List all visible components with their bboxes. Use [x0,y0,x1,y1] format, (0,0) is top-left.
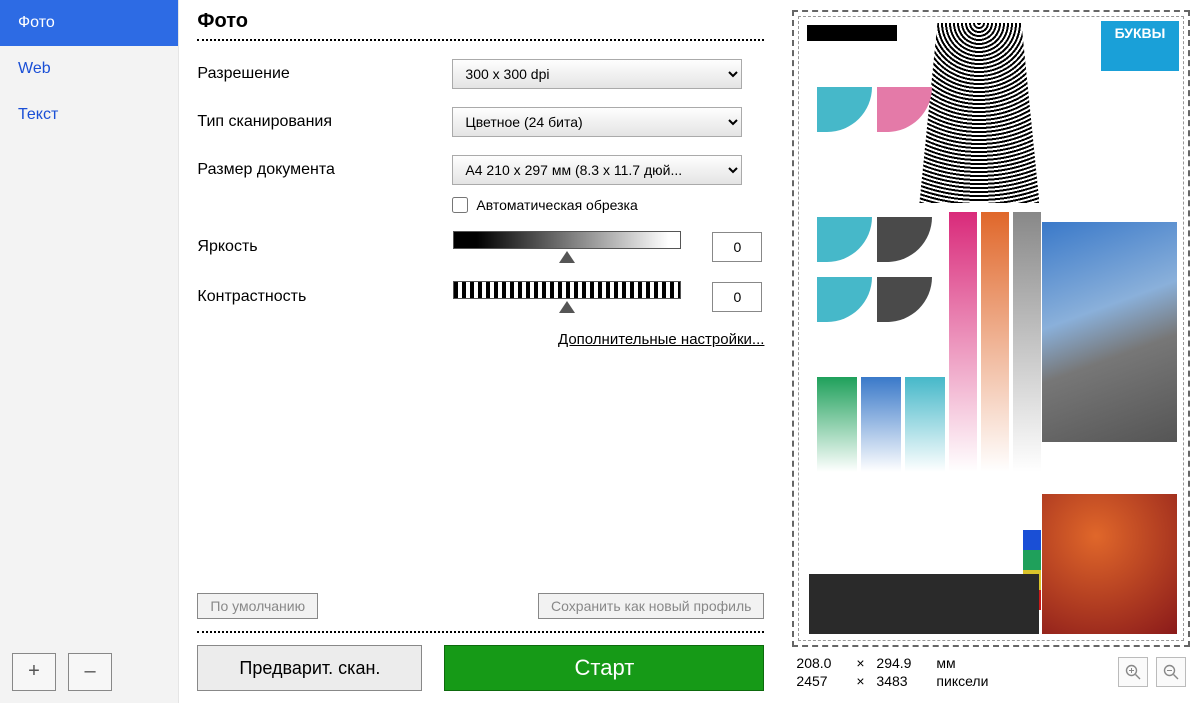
sidebar-items: Фото Web Текст [0,0,178,641]
preview-image: БУКВЫ [798,16,1184,641]
zoom-out-button[interactable] [1156,657,1186,687]
contrast-slider[interactable] [453,281,681,299]
preview-grad-blue [861,377,901,472]
zoom-out-icon [1163,664,1179,680]
preview-photo-industrial [1042,222,1177,442]
brightness-label: Яркость [197,238,452,256]
resolution-select[interactable]: 300 x 300 dpi [452,59,742,89]
preview-grad-magenta [949,212,977,472]
sidebar-item-web[interactable]: Web [0,46,178,92]
dim-times2: × [856,673,876,689]
preview-fan-cyan [817,87,872,132]
brightness-thumb-icon[interactable] [559,251,575,263]
row-resolution: Разрешение 300 x 300 dpi [197,59,764,89]
dim-width-px: 2457 [796,673,856,689]
brightness-slider[interactable] [453,231,681,249]
profile-row: По умолчанию Сохранить как новый профиль [197,585,764,619]
row-scantype: Тип сканирования Цветное (24 бита) [197,107,764,137]
preview-banner: БУКВЫ [1101,21,1179,71]
separator [197,631,764,633]
preview-textblock [809,574,1039,634]
add-profile-button[interactable]: + [12,653,56,691]
prescan-button[interactable]: Предварит. скан. [197,645,422,691]
preview-moire [919,23,1039,203]
contrast-thumb-icon[interactable] [559,301,575,313]
preview-photo-portrait [1042,494,1177,634]
autocrop-checkbox[interactable] [452,197,468,213]
dim-times1: × [856,655,876,671]
dim-unit-mm: мм [936,655,1006,671]
sidebar: Фото Web Текст + – [0,0,179,703]
advanced-settings-link[interactable]: Дополнительные настройки... [197,331,764,348]
chip-green [1023,550,1041,570]
preview-dimensions: 208.0 × 294.9 мм 2457 × 3483 пиксели [792,647,1190,703]
dim-width-mm: 208.0 [796,655,856,671]
settings-form: Разрешение 300 x 300 dpi Тип сканировани… [197,59,764,585]
autocrop-label: Автоматическая обрезка [476,197,637,213]
sidebar-item-text[interactable]: Текст [0,92,178,138]
preview-grad-cyan [905,377,945,472]
sidebar-bottom: + – [0,641,178,703]
settings-panel: Фото Разрешение 300 x 300 dpi Тип сканир… [179,0,792,703]
preview-grad-orange [981,212,1009,472]
resolution-label: Разрешение [197,65,452,83]
preview-fan-gray2 [877,277,932,322]
preview-area[interactable]: БУКВЫ [792,10,1190,647]
contrast-value[interactable]: 0 [712,282,762,312]
docsize-select[interactable]: A4 210 x 297 мм (8.3 x 11.7 дюй... [452,155,742,185]
dim-unit-px: пиксели [936,673,1006,689]
scantype-label: Тип сканирования [197,113,452,131]
docsize-label: Размер документа [197,161,452,179]
row-brightness: Яркость 0 [197,231,764,263]
preview-blackbar [807,25,897,41]
start-button[interactable]: Старт [444,645,764,691]
dim-height-mm: 294.9 [876,655,936,671]
remove-profile-button[interactable]: – [68,653,112,691]
zoom-in-icon [1125,664,1141,680]
save-profile-button[interactable]: Сохранить как новый профиль [538,593,764,619]
preview-fan-cyan3 [817,277,872,322]
action-row: Предварит. скан. Старт [197,645,764,691]
sidebar-item-photo[interactable]: Фото [0,0,178,46]
row-docsize: Размер документа A4 210 x 297 мм (8.3 x … [197,155,764,185]
scantype-select[interactable]: Цветное (24 бита) [452,107,742,137]
default-button[interactable]: По умолчанию [197,593,318,619]
preview-fan-gray [877,217,932,262]
contrast-label: Контрастность [197,288,452,306]
preview-grad-gray [1013,212,1041,472]
preview-fan-pink [877,87,932,132]
row-contrast: Контрастность 0 [197,281,764,313]
chip-blue [1023,530,1041,550]
brightness-value[interactable]: 0 [712,232,762,262]
preview-fan-cyan2 [817,217,872,262]
preview-grad-green [817,377,857,472]
panel-heading: Фото [197,10,764,41]
zoom-in-button[interactable] [1118,657,1148,687]
row-autocrop: Автоматическая обрезка [452,197,764,213]
dim-height-px: 3483 [876,673,936,689]
preview-pane: БУКВЫ 208. [792,0,1200,703]
